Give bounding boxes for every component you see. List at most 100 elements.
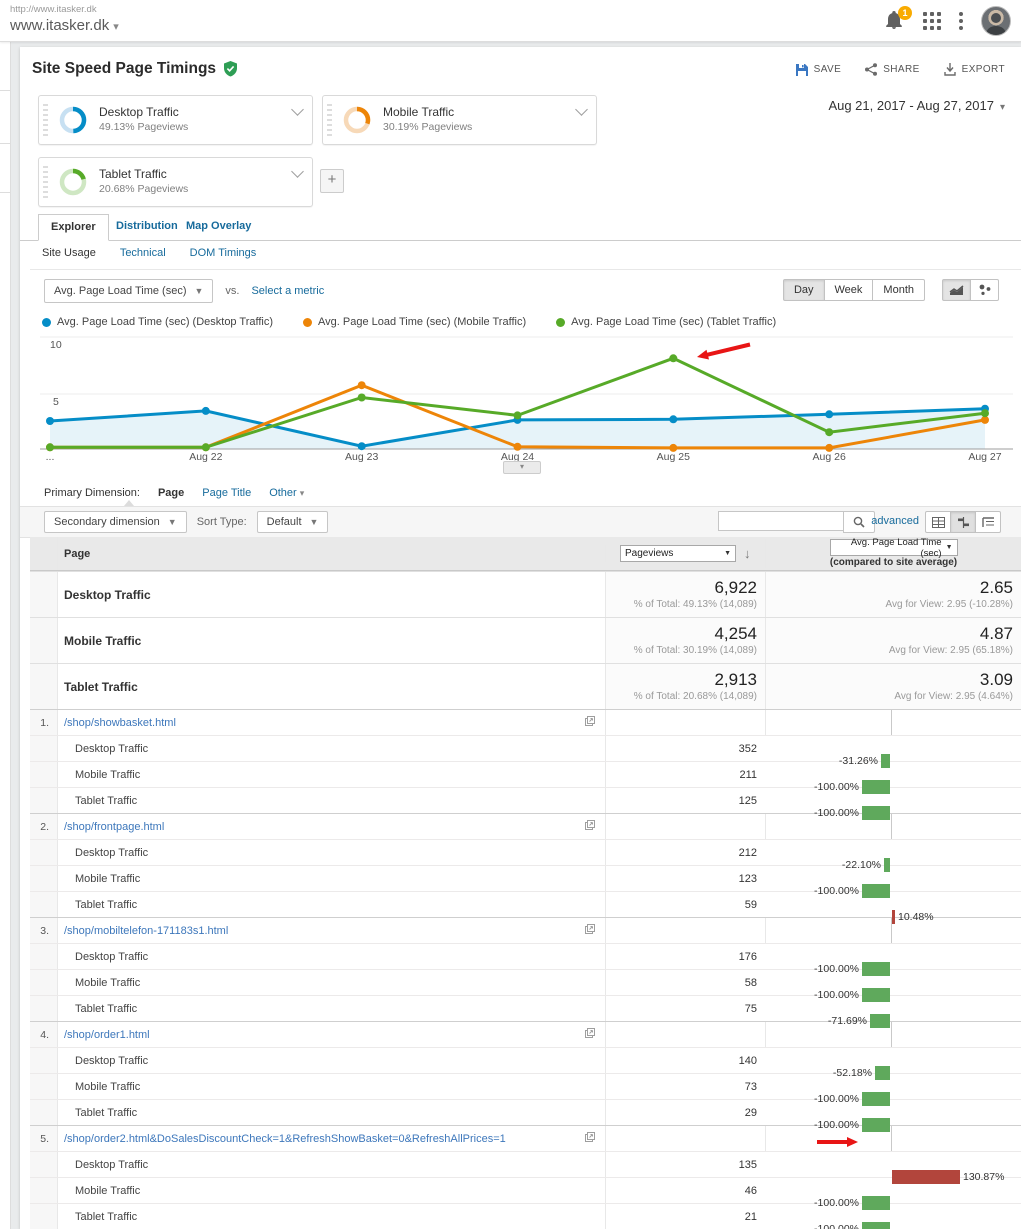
share-button[interactable]: SHARE (865, 63, 919, 76)
add-segment-button[interactable]: + (320, 169, 344, 193)
page-link[interactable]: /shop/mobiltelefon-171183s1.html (64, 924, 229, 937)
apps-grid-icon[interactable] (923, 12, 941, 30)
chevron-down-icon[interactable] (291, 165, 304, 178)
dimension-other[interactable]: Other ▾ (269, 487, 305, 499)
chart-point[interactable] (669, 415, 678, 424)
page-cell: /shop/order2.html&DoSalesDiscountCheck=1… (58, 1126, 605, 1151)
chart-point[interactable] (669, 354, 678, 363)
segment-donut-icon (59, 168, 87, 196)
page-link[interactable]: /shop/order1.html (64, 1028, 150, 1041)
chevron-down-icon[interactable] (575, 103, 588, 116)
segment-card-desktop-traffic[interactable]: Desktop Traffic 49.13% Pageviews (38, 95, 313, 145)
chart-point[interactable] (201, 406, 210, 415)
summary-row: Mobile Traffic 4,254 % of Total: 30.19% (1… (30, 617, 1021, 663)
segment-row-label: Mobile Traffic (75, 768, 141, 781)
summary-metric-cell: 3.09 Avg for View: 2.95 (4.64%) (765, 664, 1021, 709)
chevron-down-icon[interactable] (291, 103, 304, 116)
chart-point[interactable] (513, 411, 522, 420)
pageviews-metric-select[interactable]: Pageviews ▼ (620, 545, 736, 562)
search-button[interactable] (843, 511, 875, 533)
chart-point[interactable] (825, 410, 834, 419)
open-in-new-icon[interactable] (585, 716, 595, 729)
account-selector[interactable]: www.itasker.dk ▾ (10, 17, 119, 34)
secondary-dimension-dropdown[interactable]: Secondary dimension ▼ (44, 511, 187, 533)
granularity-month-button[interactable]: Month (873, 279, 925, 301)
date-range-selector[interactable]: Aug 21, 2017 - Aug 27, 2017 ▾ (828, 98, 1005, 113)
chart-point[interactable] (46, 443, 54, 452)
user-avatar[interactable] (981, 6, 1011, 36)
more-options-icon[interactable] (959, 12, 963, 30)
segment-row-label: Mobile Traffic (75, 976, 141, 989)
notifications-button[interactable]: 1 (885, 6, 912, 32)
advanced-search-link[interactable]: advanced (871, 515, 919, 527)
summary-label: Mobile Traffic (64, 633, 142, 648)
drag-handle-icon[interactable] (43, 104, 48, 136)
chart-point[interactable] (825, 428, 834, 437)
delta-bar (862, 1117, 890, 1132)
segment-pageviews-value: 46 (605, 1178, 765, 1203)
save-button[interactable]: SAVE (795, 63, 842, 76)
segment-row-label: Tablet Traffic (75, 1106, 138, 1119)
delta-value: -100.00% (814, 884, 859, 897)
chart-point[interactable] (357, 442, 366, 451)
chart-point[interactable] (357, 381, 366, 390)
line-chart-icon (949, 285, 963, 295)
select-metric-link[interactable]: Select a metric (251, 285, 325, 297)
open-in-new-icon[interactable] (585, 820, 595, 833)
line-chart-button[interactable] (942, 279, 971, 301)
pivot-view-button[interactable] (976, 511, 1001, 533)
chart-point[interactable] (669, 443, 678, 452)
delta-bar (881, 753, 890, 768)
open-in-new-icon[interactable] (585, 1132, 595, 1145)
subtab-site-usage[interactable]: Site Usage (42, 247, 96, 259)
summary-pageviews-note: % of Total: 30.19% (14,089) (633, 645, 757, 656)
segment-card-mobile-traffic[interactable]: Mobile Traffic 30.19% Pageviews (322, 95, 597, 145)
segment-pageviews-value: 352 (605, 736, 765, 761)
chart-point[interactable] (981, 409, 989, 418)
tab-distribution[interactable]: Distribution (116, 220, 178, 232)
tab-map-overlay[interactable]: Map Overlay (186, 220, 252, 232)
subtab-technical[interactable]: Technical (119, 247, 166, 259)
export-button[interactable]: EXPORT (943, 63, 1005, 76)
collapsed-sidebar[interactable] (0, 41, 11, 1229)
open-in-new-icon[interactable] (585, 924, 595, 937)
granularity-day-button[interactable]: Day (782, 279, 825, 301)
comparison-view-button[interactable] (951, 511, 976, 533)
chart-point[interactable] (46, 417, 54, 425)
delta-bar (862, 883, 890, 898)
sort-type-dropdown[interactable]: Default ▼ (256, 511, 329, 533)
summary-metric-cell: 2.65 Avg for View: 2.95 (-10.28%) (765, 572, 1021, 617)
tab-explorer[interactable]: Explorer (38, 214, 109, 241)
chart-point[interactable] (513, 442, 522, 451)
motion-chart-button[interactable] (971, 279, 999, 301)
report-tabs: Explorer Distribution Map Overlay (20, 214, 1021, 241)
dropdown-caret-icon: ▼ (945, 544, 953, 551)
chart-point[interactable] (357, 393, 366, 402)
dimension-page-title[interactable]: Page Title (202, 487, 252, 499)
drag-handle-icon[interactable] (327, 104, 332, 136)
metric-column-select[interactable]: Avg. Page Load Time (sec) ▼ (829, 537, 958, 559)
chart-collapse-handle[interactable]: ▾ (503, 461, 541, 474)
sort-descending-icon[interactable]: ↓ (744, 546, 751, 561)
table-row-segment: Desktop Traffic 352 -31.26% (30, 735, 1021, 768)
chart-point[interactable] (825, 443, 834, 452)
page-link[interactable]: /shop/showbasket.html (64, 716, 176, 729)
data-view-button[interactable] (925, 511, 951, 533)
table-search-input[interactable] (718, 511, 843, 531)
page-link[interactable]: /shop/order2.html&DoSalesDiscountCheck=1… (64, 1132, 506, 1145)
granularity-week-button[interactable]: Week (824, 279, 874, 301)
dimension-page[interactable]: Page (157, 487, 185, 499)
chart-point[interactable] (201, 443, 210, 452)
table-row-page: 2. /shop/frontpage.html (30, 813, 1021, 839)
segment-card-tablet-traffic[interactable]: Tablet Traffic 20.68% Pageviews (38, 157, 313, 207)
primary-dimension-label: Primary Dimension: (44, 487, 140, 499)
table-view-buttons (925, 511, 1001, 533)
subtab-dom-timings[interactable]: DOM Timings (189, 247, 257, 259)
metric-dropdown[interactable]: Avg. Page Load Time (sec) ▼ (44, 279, 214, 303)
drag-handle-icon[interactable] (43, 166, 48, 198)
column-header-page[interactable]: Page (64, 547, 91, 560)
page-link[interactable]: /shop/frontpage.html (64, 820, 165, 833)
open-in-new-icon[interactable] (585, 1028, 595, 1041)
segment-donut-icon (59, 106, 87, 134)
